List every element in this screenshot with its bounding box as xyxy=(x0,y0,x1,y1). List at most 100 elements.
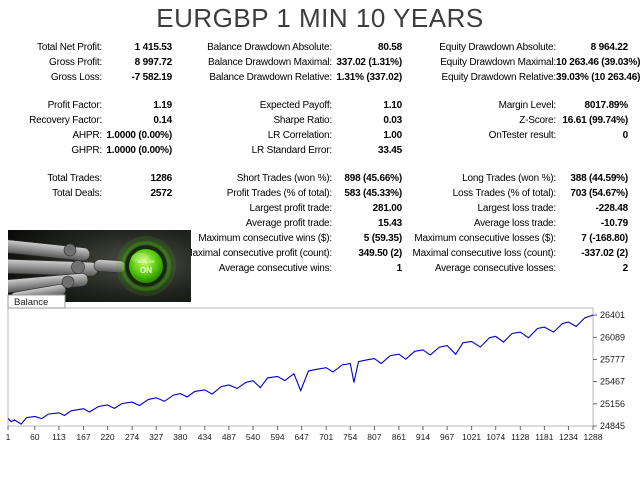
y-axis-label: 25156 xyxy=(600,399,625,409)
stat-value: 2 xyxy=(622,263,629,274)
balance-chart: 24845 25156 25467 25777 26089 26401 1 60 113 167… xyxy=(6,294,640,480)
x-axis-label: 540 xyxy=(246,432,260,442)
x-axis-label: 807 xyxy=(367,432,381,442)
stat-label: Average consecutive wins: xyxy=(218,263,332,274)
y-axis-label: 26401 xyxy=(600,310,625,320)
y-axis-label: 25777 xyxy=(600,355,625,365)
stat-label: Gross Loss: xyxy=(50,72,102,83)
stat-value: 898 (45.66%) xyxy=(344,173,402,184)
stat-row: Recovery Factor: 0.14 Sharpe Ratio: 0.03 Z-S… xyxy=(6,113,628,128)
stat-row: Total Deals: 2572 Profit Trades (% of tota… xyxy=(6,186,628,201)
stat-value: 80.58 xyxy=(377,42,402,53)
stat-label: Short Trades (won %): xyxy=(236,173,332,184)
stat-label: Average consecutive losses: xyxy=(434,263,556,274)
x-axis-label: 220 xyxy=(100,432,114,442)
stat-row: Average profit trade: 15.43 Average loss t… xyxy=(6,216,628,231)
x-axis-label: 1234 xyxy=(559,432,578,442)
stat-label: Equity Drawdown Relative: xyxy=(441,72,557,83)
stat-value: 1 xyxy=(396,263,403,274)
stat-label: Long Trades (won %): xyxy=(462,173,556,184)
autopilot-on-label: ON xyxy=(140,266,152,275)
stat-label: Equity Drawdown Maximal: xyxy=(440,57,556,68)
stat-value: 0.03 xyxy=(383,115,402,126)
stat-value: 8 964.22 xyxy=(590,42,629,53)
stat-label: Balance Drawdown Maximal: xyxy=(208,57,332,68)
stat-label: Profit Factor: xyxy=(47,100,103,111)
x-axis-label: 434 xyxy=(198,432,212,442)
stat-row: Maximum consecutive wins ($): 5 (59.35) Ma… xyxy=(6,231,628,246)
stat-label: Sharpe Ratio: xyxy=(273,115,332,126)
stat-label: Maximal consecutive profit (count): xyxy=(184,248,332,259)
chart-legend-box xyxy=(7,294,66,309)
stat-value: 15.43 xyxy=(377,218,402,229)
chart-legend-label: Balance xyxy=(14,297,48,308)
x-axis-label: 487 xyxy=(222,432,236,442)
stat-label: Margin Level: xyxy=(498,100,557,111)
stat-value: 388 (44.59%) xyxy=(570,173,628,184)
stat-label: Largest loss trade: xyxy=(477,203,557,214)
x-axis-label: 113 xyxy=(52,432,66,442)
stat-label: Gross Profit: xyxy=(49,57,102,68)
x-axis-label: 1128 xyxy=(511,432,530,442)
x-axis-label: 274 xyxy=(125,432,139,442)
stat-row: Largest profit trade: 281.00 Largest loss … xyxy=(6,201,628,216)
stat-row: Total Trades: 1286 Short Trades (won %): 89… xyxy=(6,171,628,186)
stat-label xyxy=(402,143,556,158)
stat-group: Total Trades: 1286 Short Trades (won %): 89… xyxy=(6,171,628,276)
stat-value: 337.02 (1.31%) xyxy=(336,57,402,68)
stat-value: 1.0000 (0.00%) xyxy=(106,130,172,141)
stat-value: 2572 xyxy=(150,188,173,199)
stat-row: Maximal consecutive profit (count): 349.5… xyxy=(6,246,628,261)
stat-label: Total Net Profit: xyxy=(37,42,102,53)
stat-row: Total Net Profit: 1 415.53 Balance Drawdow… xyxy=(6,40,628,55)
x-axis-label: 1181 xyxy=(535,432,554,442)
x-axis-label: 914 xyxy=(416,432,430,442)
x-axis-label: 701 xyxy=(319,432,333,442)
chart-line-group xyxy=(7,314,594,425)
stat-value xyxy=(556,143,628,158)
chart-plot-area xyxy=(7,307,594,427)
stat-value: 0.14 xyxy=(153,115,172,126)
stat-value: -337.02 (2) xyxy=(581,248,628,259)
stat-value: 16.61 (99.74%) xyxy=(562,115,628,126)
stat-label: Total Deals: xyxy=(52,188,102,199)
stat-value: 1.31% (337.02) xyxy=(336,72,402,83)
stat-label: Maximal consecutive loss (count): xyxy=(412,248,557,259)
stat-value: 1.19 xyxy=(153,100,172,111)
stat-label: Total Trades: xyxy=(47,173,102,184)
stat-value: 1.0000 (0.00%) xyxy=(106,145,172,156)
stat-row: Gross Loss: -7 582.19 Balance Drawdown Rel… xyxy=(6,70,640,85)
x-axis-label: 380 xyxy=(173,432,187,442)
stat-label xyxy=(6,216,102,231)
stat-value: -10.79 xyxy=(600,218,628,229)
stat-value: 8 997.72 xyxy=(134,57,173,68)
stat-row: GHPR: 1.0000 (0.00%) LR Standard Error: 33.… xyxy=(6,143,628,158)
stat-label: GHPR: xyxy=(71,145,102,156)
x-axis-label: 60 xyxy=(30,432,40,442)
y-axis-label: 25467 xyxy=(600,377,625,387)
stat-label xyxy=(6,201,102,216)
y-axis-label: 26089 xyxy=(600,332,625,342)
x-axis-label: 1021 xyxy=(462,432,481,442)
x-axis-label: 167 xyxy=(76,432,90,442)
stat-label: LR Correlation: xyxy=(267,130,332,141)
stat-value: 1.00 xyxy=(383,130,402,141)
stat-label: Z-Score: xyxy=(519,115,556,126)
stat-group: Profit Factor: 1.19 Expected Payoff: 1.10 Ma… xyxy=(6,98,628,158)
autopilot-button-label: autopilot xyxy=(137,259,155,264)
x-axis-label: 861 xyxy=(392,432,406,442)
stat-label: Balance Drawdown Relative: xyxy=(209,72,332,83)
stat-row: Average consecutive wins: 1 Average consec… xyxy=(6,261,628,276)
x-axis-label: 1288 xyxy=(584,432,603,442)
stat-value: 0 xyxy=(622,130,629,141)
autopilot-button: autopilot ON xyxy=(116,236,176,296)
y-axis-label: 24845 xyxy=(600,421,625,431)
stat-value: 583 (45.33%) xyxy=(344,188,402,199)
stat-row: Profit Factor: 1.19 Expected Payoff: 1.10 Ma… xyxy=(6,98,629,113)
stat-value: 39.03% (10 263.46) xyxy=(556,72,640,83)
report-title: EURGBP 1 MIN 10 YEARS xyxy=(156,3,484,33)
stat-value: 7 (-168.80) xyxy=(581,233,628,244)
stat-label: Equity Drawdown Absolute: xyxy=(439,42,556,53)
stat-label: Recovery Factor: xyxy=(29,115,102,126)
